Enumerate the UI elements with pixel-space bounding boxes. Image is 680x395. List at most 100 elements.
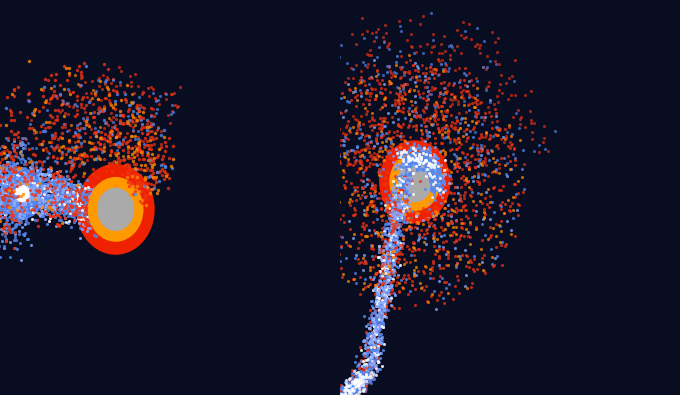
Point [69, 194, 80, 200]
Point [328, 61, 339, 68]
Point [0, 182, 11, 189]
Point [376, 118, 387, 124]
Point [363, 358, 374, 365]
Point [133, 183, 144, 190]
Point [350, 384, 360, 390]
Point [50, 189, 61, 196]
Point [402, 163, 413, 169]
Point [341, 392, 352, 395]
Point [10, 190, 21, 197]
Point [65, 190, 76, 196]
Point [391, 236, 402, 242]
Point [139, 195, 150, 201]
Point [441, 90, 452, 96]
Point [6, 183, 17, 190]
Point [54, 201, 65, 207]
Point [475, 100, 486, 107]
Point [66, 198, 77, 205]
Point [400, 170, 411, 176]
Point [451, 159, 462, 166]
Point [411, 162, 422, 168]
Point [17, 165, 28, 171]
Point [126, 91, 137, 97]
Point [415, 158, 426, 164]
Point [412, 167, 423, 173]
Point [44, 150, 54, 157]
Point [35, 169, 46, 176]
Point [403, 111, 414, 117]
Point [80, 191, 91, 197]
Point [371, 365, 381, 372]
Point [43, 124, 54, 130]
Point [49, 133, 60, 139]
Point [11, 217, 22, 224]
Point [394, 203, 405, 210]
Point [5, 192, 16, 198]
Point [428, 188, 439, 194]
Point [86, 146, 97, 152]
Point [56, 196, 67, 202]
Point [425, 68, 436, 74]
Point [24, 156, 35, 162]
Point [419, 167, 430, 173]
Point [399, 177, 410, 183]
Point [427, 234, 438, 241]
Point [46, 95, 56, 102]
Point [392, 234, 403, 240]
Point [4, 208, 15, 214]
Point [69, 102, 80, 108]
Point [340, 392, 351, 395]
Point [392, 122, 403, 128]
Point [420, 241, 431, 247]
Point [384, 64, 394, 70]
Point [21, 196, 32, 203]
Point [63, 186, 74, 193]
Point [336, 394, 347, 395]
Point [69, 191, 80, 197]
Point [52, 196, 63, 202]
Point [64, 158, 75, 165]
Point [411, 219, 422, 225]
Point [382, 224, 393, 231]
Point [53, 187, 64, 194]
Point [350, 384, 361, 390]
Point [367, 354, 377, 360]
Point [397, 208, 408, 214]
Point [65, 191, 75, 198]
Point [368, 363, 379, 369]
Point [371, 326, 382, 333]
Point [35, 129, 46, 135]
Point [385, 243, 396, 250]
Point [31, 191, 42, 197]
Point [454, 253, 465, 260]
Point [393, 94, 404, 100]
Point [20, 179, 31, 185]
Point [359, 374, 370, 380]
Point [160, 172, 171, 178]
Point [395, 261, 406, 268]
Point [141, 126, 152, 133]
Point [408, 151, 419, 157]
Point [77, 203, 88, 209]
Point [46, 167, 56, 173]
Point [15, 239, 26, 246]
Point [25, 193, 36, 199]
Point [395, 240, 406, 246]
Point [508, 181, 519, 187]
Point [43, 181, 54, 187]
Point [430, 177, 441, 184]
Point [395, 74, 406, 81]
Point [18, 186, 29, 192]
Point [318, 63, 329, 70]
Point [136, 197, 147, 203]
Point [31, 194, 42, 201]
Point [436, 187, 447, 193]
Point [380, 306, 391, 312]
Point [378, 302, 389, 308]
Point [379, 175, 390, 181]
Point [356, 68, 367, 74]
Point [160, 169, 171, 176]
Point [357, 363, 368, 369]
Point [392, 211, 403, 217]
Point [343, 148, 354, 154]
